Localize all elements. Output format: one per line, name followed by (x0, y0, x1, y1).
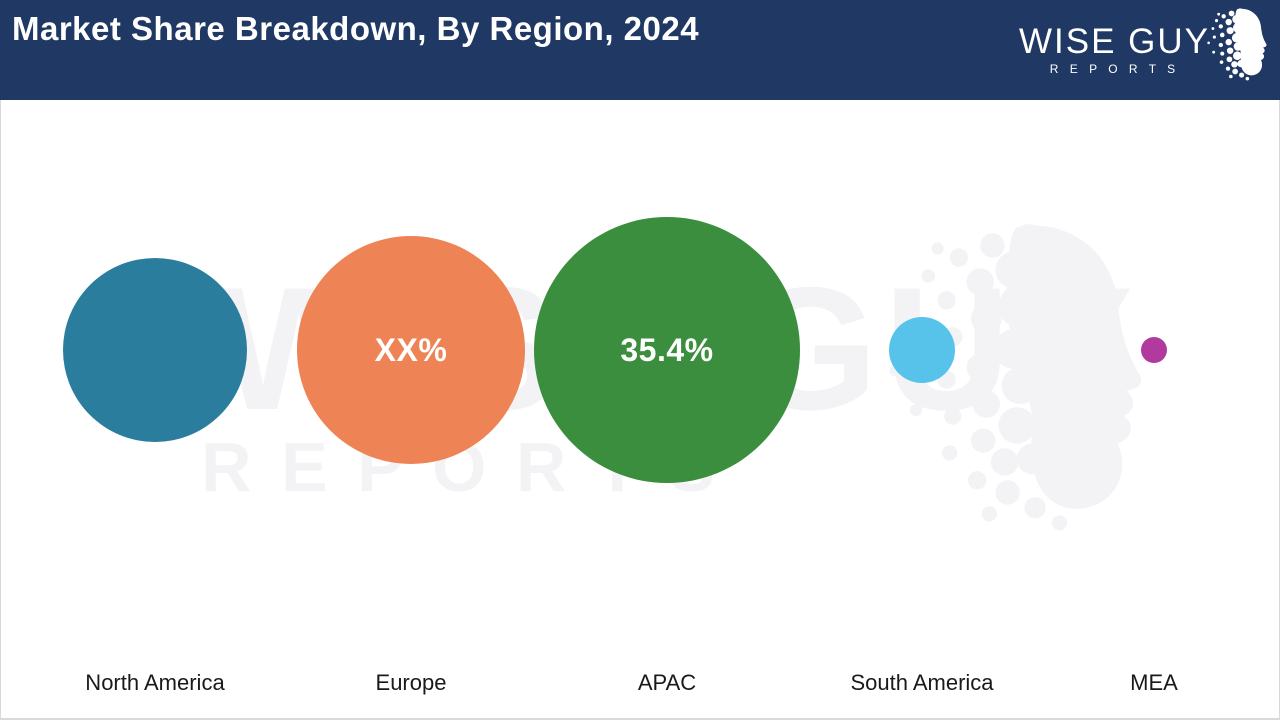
logo-wordmark: WISE GUY R E P O R T S (1018, 21, 1210, 77)
category-label-north-america: North America (85, 670, 225, 695)
page-title: Market Share Breakdown, By Region, 2024 (12, 10, 700, 47)
category-label-mea: MEA (1130, 670, 1178, 695)
bubbles-layer: XX% 35.4% (1, 100, 1279, 718)
category-label-europe: Europe (375, 670, 447, 695)
category-label-south-america: South America (850, 670, 994, 695)
wise-guy-logo: WISE GUY R E P O R T S (1019, 6, 1270, 94)
bubble-value-label-europe: XX% (374, 331, 448, 368)
bubble-value-label-apac: 35.4% (620, 331, 714, 368)
category-labels-row: North America Europe APAC South America MEA (1, 670, 1280, 710)
category-label-apac: APAC (637, 670, 697, 695)
bubble-chart: WISE GUY R E P O R T S XX%35.4% North Am… (0, 100, 1280, 720)
bubble-mea (1141, 337, 1167, 363)
bubble-europe: XX% (297, 236, 525, 464)
logo-brand-text: WISE GUY (1018, 21, 1210, 61)
bubble-south-america (889, 317, 955, 383)
bubble-apac: 35.4% (534, 217, 800, 483)
logo-reports-text: R E P O R T S (1049, 62, 1180, 77)
bubble-north-america (63, 258, 247, 442)
header-bar: Market Share Breakdown, By Region, 2024 … (0, 0, 1280, 100)
